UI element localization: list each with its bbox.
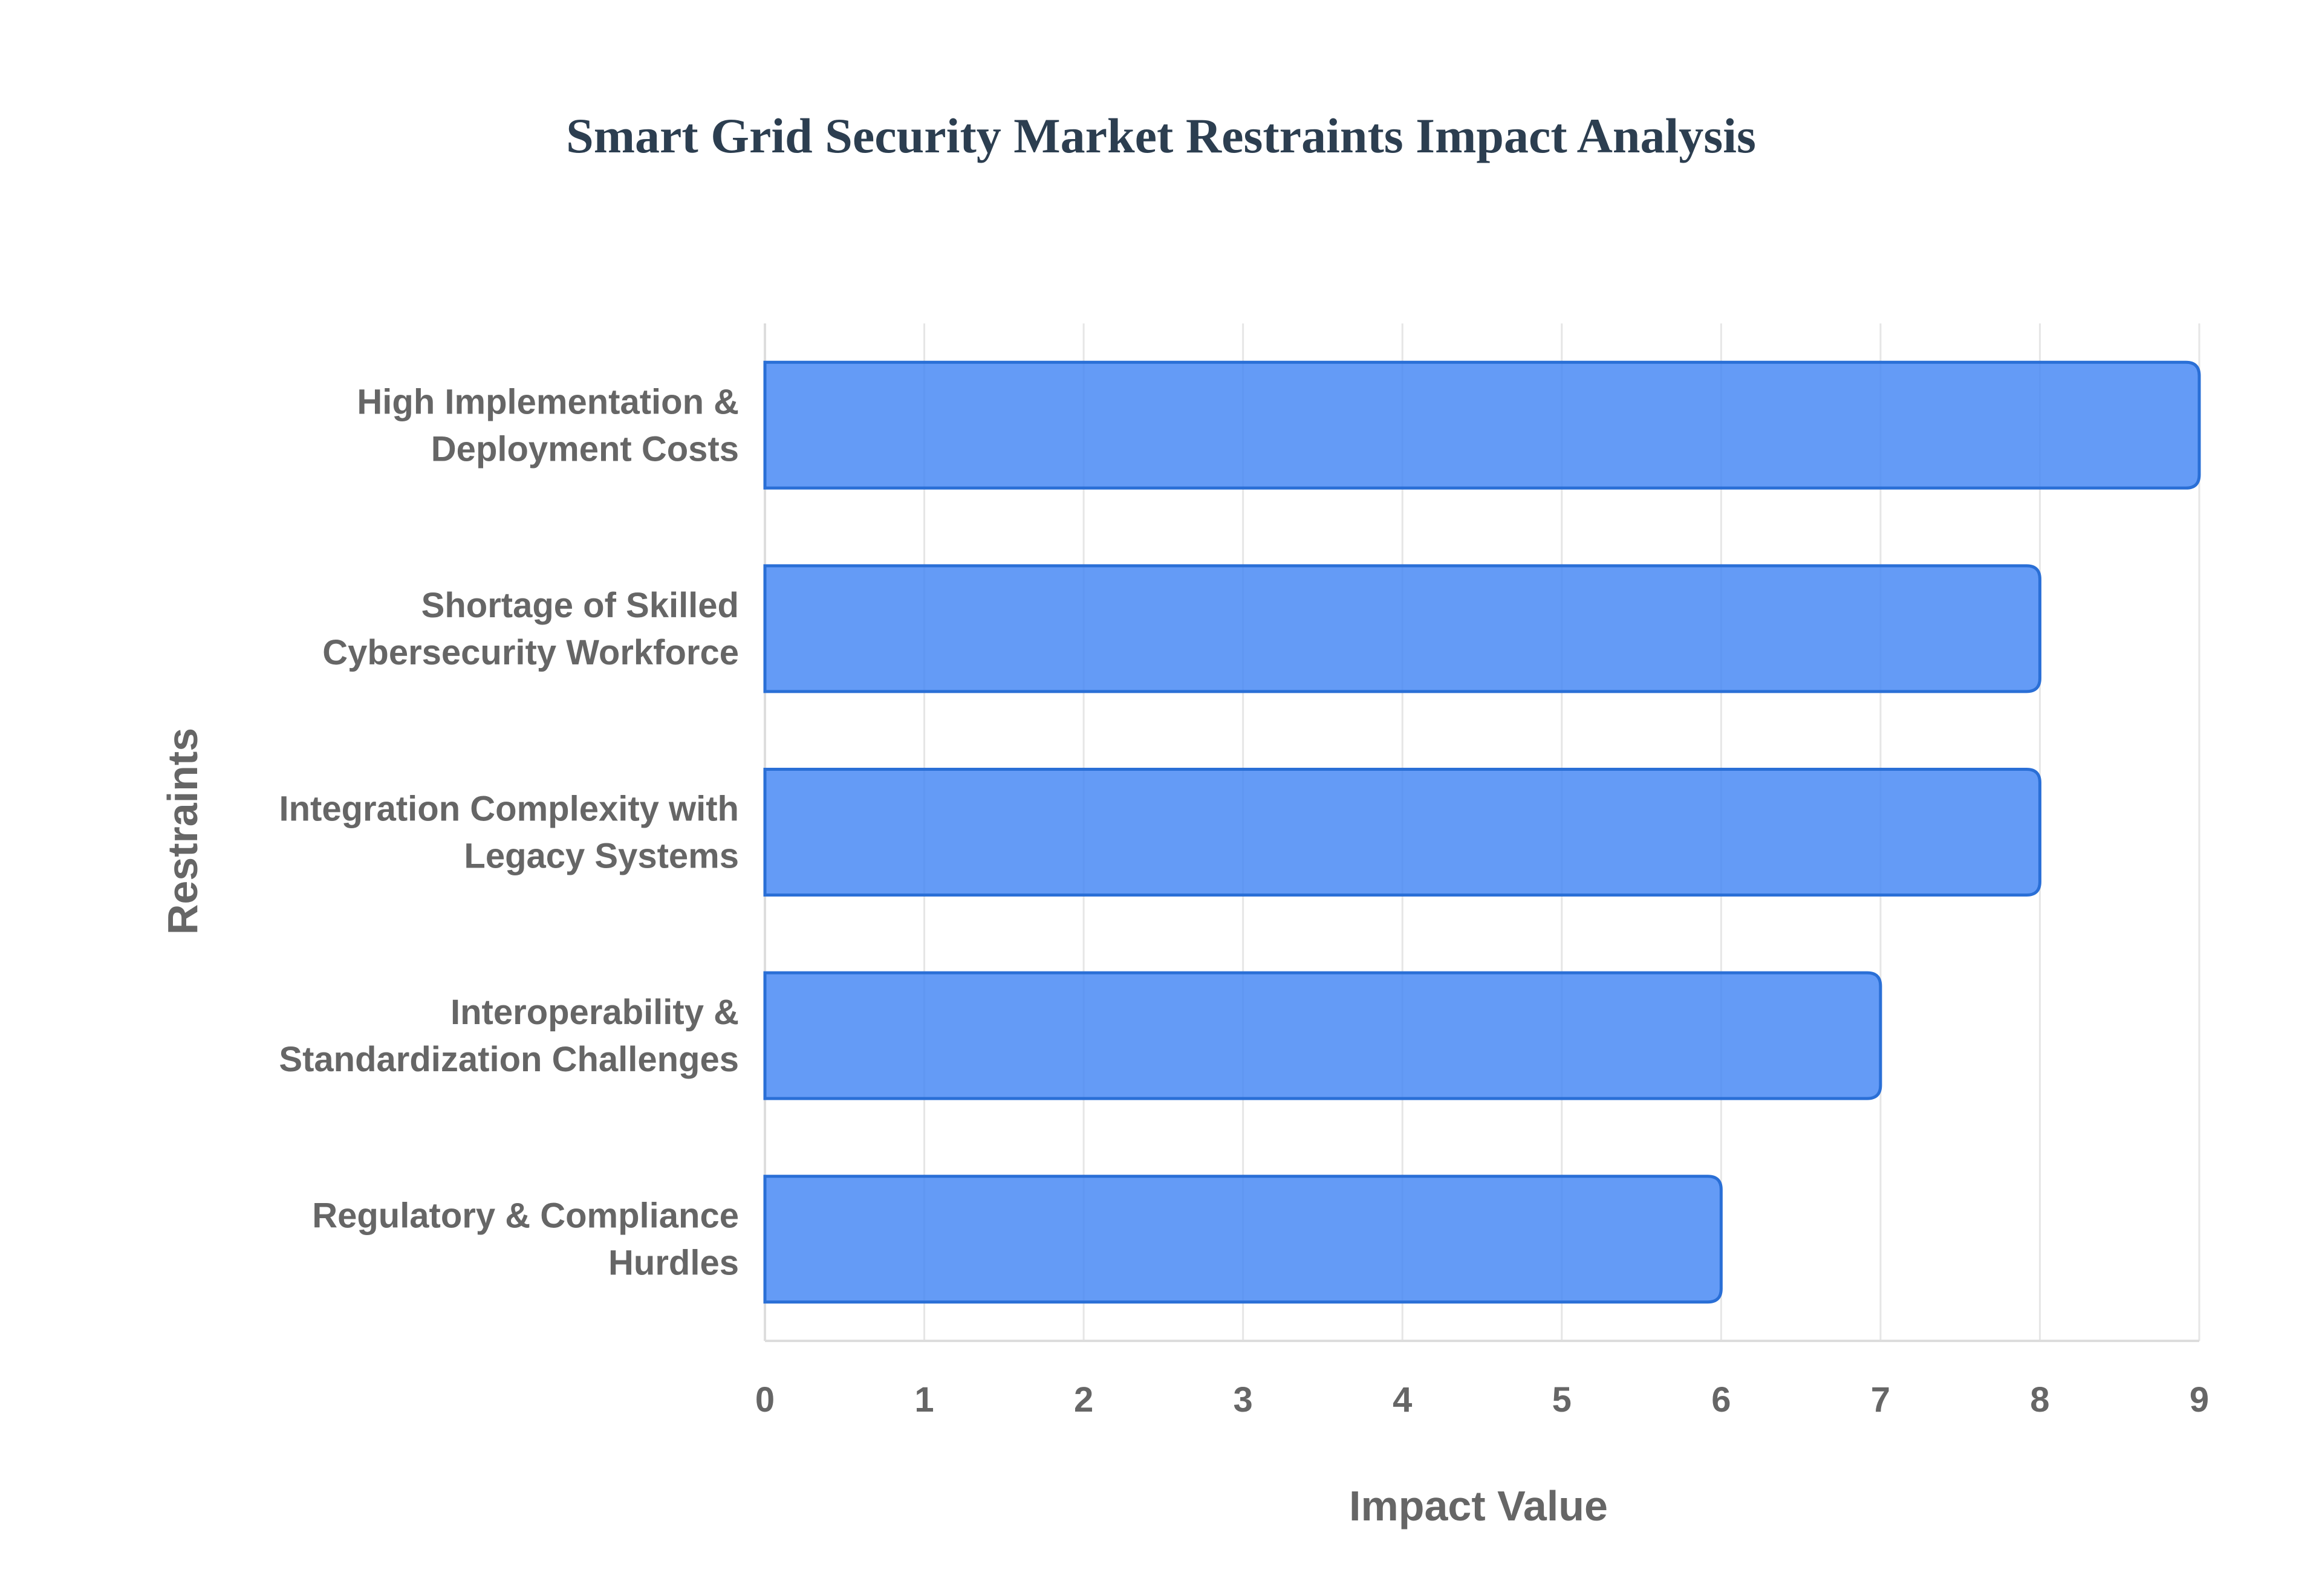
x-tick-label-1: 1 xyxy=(914,1380,934,1419)
x-tick-label-4: 4 xyxy=(1393,1380,1412,1419)
y-axis-title: Restraints xyxy=(159,728,206,935)
bar-1 xyxy=(763,360,2201,490)
x-tick-label-0: 0 xyxy=(755,1380,775,1419)
bar-5 xyxy=(763,1175,1723,1304)
bar-4 xyxy=(763,971,1882,1100)
x-tick-label-6: 6 xyxy=(1711,1380,1731,1419)
x-tick-label-7: 7 xyxy=(1871,1380,1890,1419)
category-label-3: Integration Complexity with Legacy System… xyxy=(279,790,740,876)
x-tick-labels: 0 1 2 3 4 5 6 7 8 9 xyxy=(755,1380,2209,1419)
x-tick-label-2: 2 xyxy=(1074,1380,1093,1419)
x-tick-label-5: 5 xyxy=(1552,1380,1572,1419)
category-labels: High Implementation & Deployment Costs Sho… xyxy=(279,382,739,1282)
category-label-4: Interoperability & Standardization Challe… xyxy=(279,993,739,1079)
x-tick-label-8: 8 xyxy=(2030,1380,2049,1419)
bar-2 xyxy=(763,564,2041,693)
category-label-1: High Implementation & Deployment Costs xyxy=(357,382,739,469)
x-axis-title: Impact Value xyxy=(1349,1482,1608,1529)
x-tick-label-9: 9 xyxy=(2190,1380,2209,1419)
bar-3 xyxy=(763,768,2041,897)
chart-title: Smart Grid Security Market Restraints Im… xyxy=(566,108,1756,163)
x-tick-label-3: 3 xyxy=(1234,1380,1253,1419)
bars xyxy=(763,360,2201,1304)
category-label-5: Regulatory & Compliance Hurdles xyxy=(312,1196,739,1283)
category-label-2: Shortage of Skilled Cybersecurity Workfor… xyxy=(322,586,739,672)
